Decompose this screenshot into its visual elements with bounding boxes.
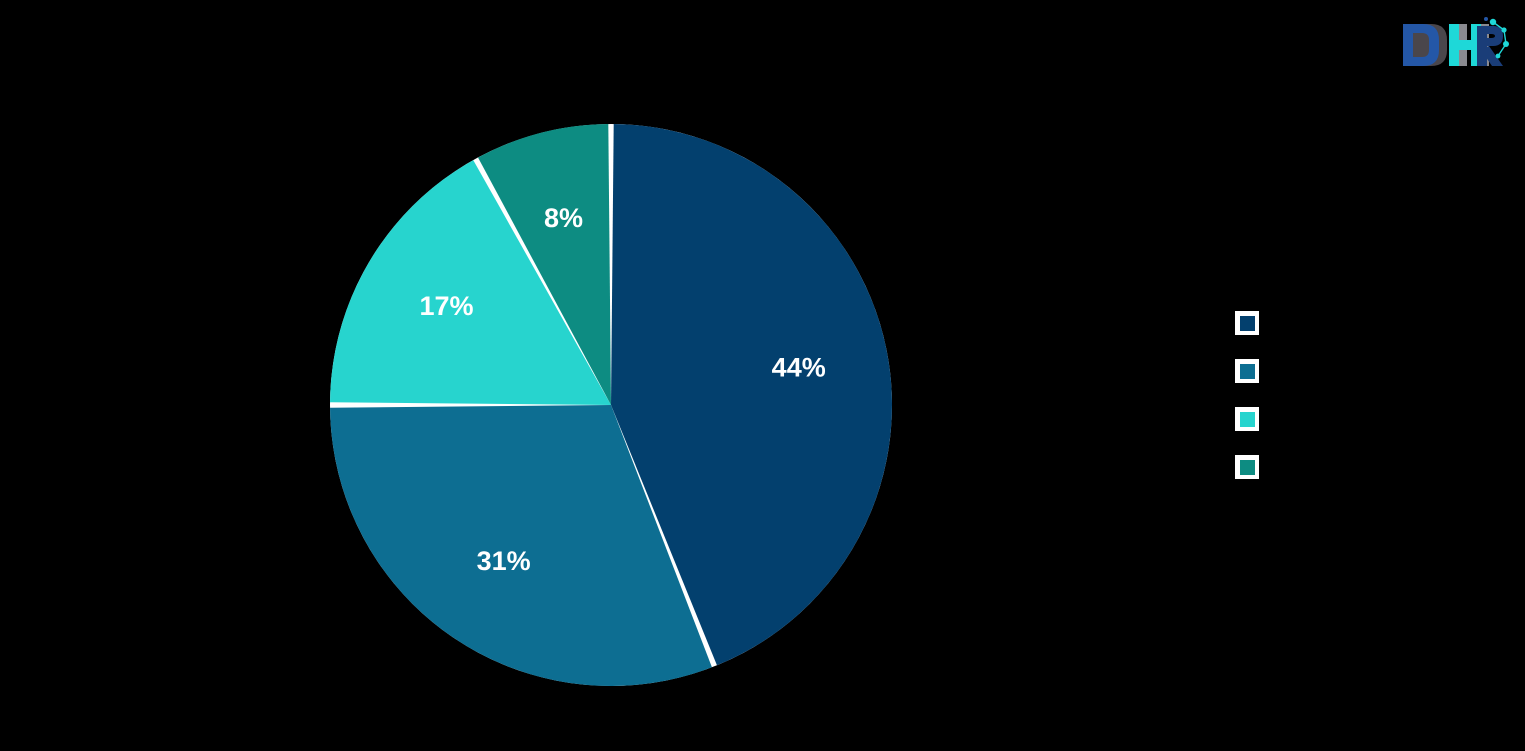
legend-item[interactable] <box>1235 311 1505 335</box>
legend-item[interactable] <box>1235 407 1505 431</box>
pie-slice[interactable] <box>330 160 611 405</box>
chart-legend <box>1235 311 1505 504</box>
logo-dot-5 <box>1484 17 1488 21</box>
pie-slice-label: 44% <box>772 352 826 382</box>
dhr-logo-icon <box>1403 17 1509 66</box>
legend-swatch-border <box>1235 455 1259 479</box>
logo-r-bowl <box>1477 26 1503 46</box>
pie-slice-label: 17% <box>420 291 474 321</box>
logo-r-leg <box>1481 46 1503 66</box>
pie-slice-group <box>330 124 893 686</box>
legend-color-swatch <box>1239 363 1255 379</box>
legend-swatch-border <box>1235 311 1259 335</box>
pie-slice[interactable] <box>330 405 712 686</box>
pie-slice[interactable] <box>611 124 893 666</box>
logo-h <box>1449 24 1481 66</box>
pie-slice-label: 31% <box>477 546 531 576</box>
legend-color-swatch <box>1239 315 1255 331</box>
logo-d <box>1403 24 1439 66</box>
legend-color-swatch <box>1239 411 1255 427</box>
legend-swatch-border <box>1235 407 1259 431</box>
legend-color-swatch <box>1239 459 1255 475</box>
legend-swatch-border <box>1235 359 1259 383</box>
legend-item[interactable] <box>1235 455 1505 479</box>
pie-slice[interactable] <box>477 124 611 406</box>
pie-slice-label: 8% <box>544 203 583 233</box>
pie-chart-svg: 44% 31% 17% 8% <box>330 124 893 686</box>
pie-chart: 44% 31% 17% 8% <box>329 123 893 687</box>
logo-network-link <box>1492 21 1507 57</box>
pie-label-group: 44% 31% 17% 8% <box>420 203 826 576</box>
dhr-logo <box>1397 14 1509 76</box>
legend-item[interactable] <box>1235 359 1505 383</box>
